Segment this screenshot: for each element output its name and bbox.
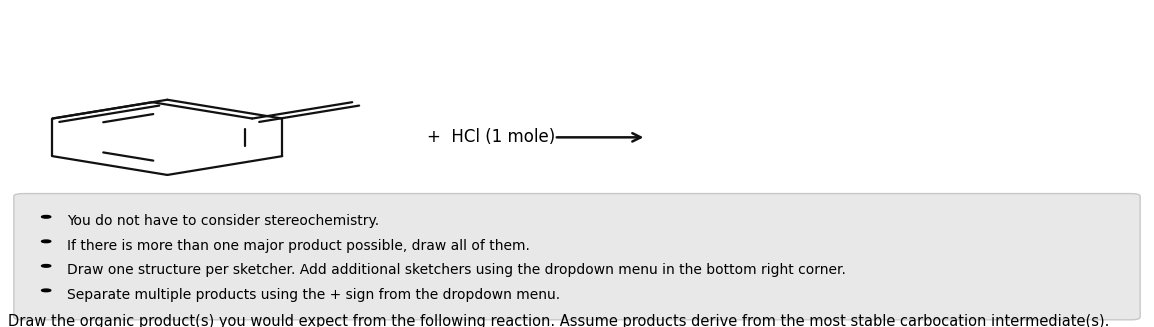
FancyBboxPatch shape bbox=[14, 194, 1140, 320]
Text: If there is more than one major product possible, draw all of them.: If there is more than one major product … bbox=[67, 239, 530, 253]
Text: Draw one structure per sketcher. Add additional sketchers using the dropdown men: Draw one structure per sketcher. Add add… bbox=[67, 263, 846, 277]
Circle shape bbox=[42, 240, 51, 243]
Circle shape bbox=[42, 289, 51, 292]
Text: Draw the organic product(s) you would expect from the following reaction. Assume: Draw the organic product(s) you would ex… bbox=[8, 314, 1109, 327]
Text: Separate multiple products using the + sign from the dropdown menu.: Separate multiple products using the + s… bbox=[67, 288, 560, 302]
Circle shape bbox=[42, 265, 51, 267]
Circle shape bbox=[42, 215, 51, 218]
Text: +  HCl (1 mole): + HCl (1 mole) bbox=[427, 128, 555, 146]
Text: You do not have to consider stereochemistry.: You do not have to consider stereochemis… bbox=[67, 214, 379, 228]
